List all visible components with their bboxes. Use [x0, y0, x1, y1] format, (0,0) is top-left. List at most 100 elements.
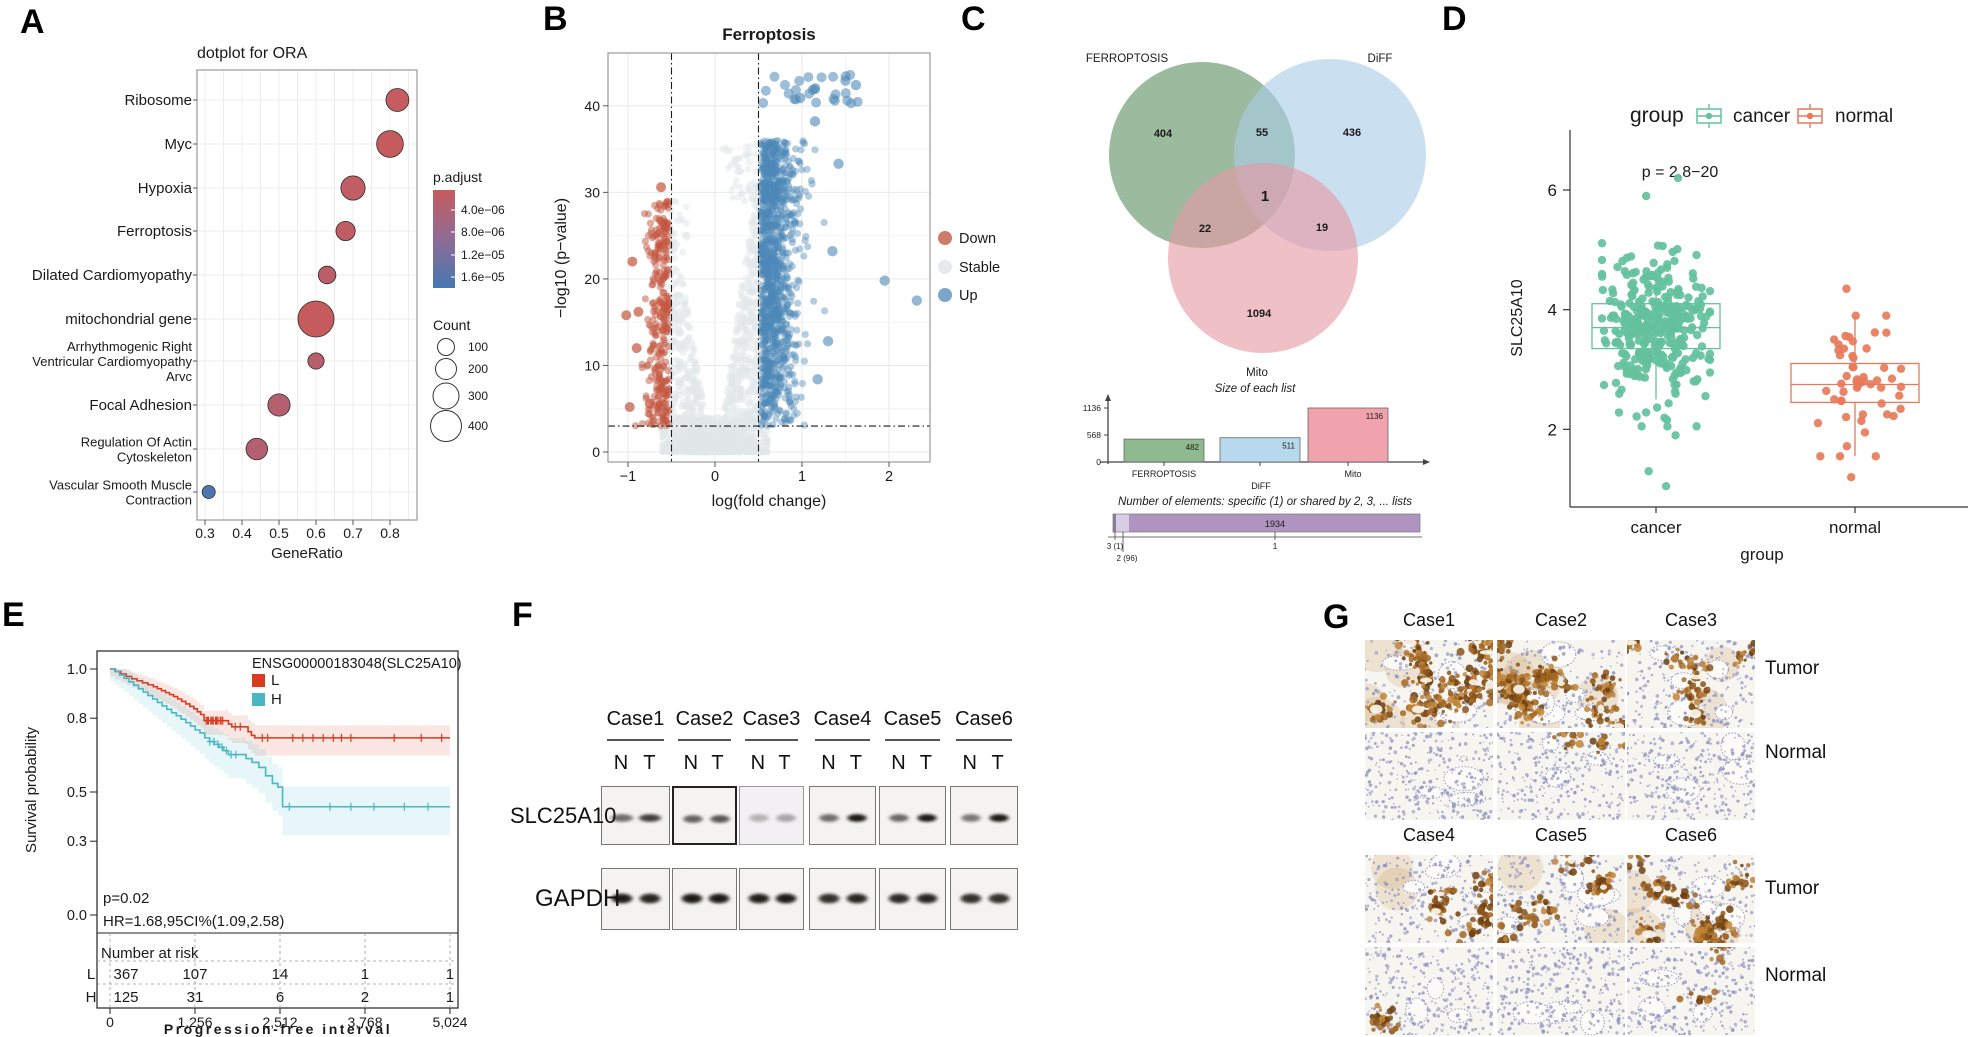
protein-band [605, 812, 639, 824]
survival-legend: ENSG00000183048(SLC25A10)LH [252, 656, 462, 708]
ihc-row-label: Normal [1765, 965, 1827, 986]
panel-letter-a: A [20, 3, 45, 41]
volcano-ylabel: −log10 (p−value) [553, 198, 570, 318]
lane-label-n: N [821, 752, 836, 774]
panel-letter-f: F [512, 596, 533, 634]
lane-label-n: N [750, 752, 766, 774]
ihc-panel: Case1 Case2 Case3 Case4 Case5 Case6 Tumor Norma… [1316, 590, 1975, 1037]
panel-letter-g: G [1323, 598, 1350, 636]
svg-text:0.8: 0.8 [67, 711, 87, 727]
svg-text:Ferroptosis: Ferroptosis [117, 223, 192, 240]
svg-text:300: 300 [468, 389, 488, 403]
volcano-xlabel: log(fold change) [712, 493, 827, 510]
venn-chart: FERROPTOSIS DiFF Mito 404 55 436 1 22 19 1094 Size… [1083, 53, 1430, 563]
blot-box [879, 786, 946, 845]
case-underline [956, 739, 1012, 741]
panel-letter-d: D [1442, 0, 1467, 38]
svg-text:10: 10 [584, 357, 600, 373]
protein-band [606, 891, 638, 906]
boxplot-chart: group cancer normal p = 2.8−20 2 4 6 SLC25A10 ca… [1509, 104, 1968, 564]
ihc-image-lightmed [1365, 947, 1493, 1035]
svg-text:482: 482 [1186, 443, 1200, 452]
svg-text:Ribosome: Ribosome [124, 92, 192, 109]
blot-box [950, 786, 1018, 845]
svg-text:22: 22 [1199, 223, 1211, 235]
risk-grid [97, 933, 458, 1008]
svg-text:1136: 1136 [1083, 403, 1102, 413]
case-title: Case2 [675, 708, 734, 730]
western-blot-panel: Case1 N T Case2 N T Case3 N T Case4 N T Case5 N T Case6… [510, 590, 1040, 1037]
list-size-barchart: Size of each list 0 568 1136 482 511 1136 FERRO… [1083, 383, 1430, 491]
ihc-row-label: Normal [1765, 742, 1827, 763]
blot-box [739, 786, 804, 845]
svg-text:19: 19 [1316, 222, 1328, 234]
svg-text:568: 568 [1087, 430, 1101, 440]
protein-band [954, 891, 987, 906]
svg-text:404: 404 [1154, 128, 1173, 140]
svg-text:55: 55 [1256, 127, 1268, 139]
svg-text:2 (96): 2 (96) [1117, 554, 1138, 563]
case-title: Case4 [813, 708, 872, 730]
svg-text:2: 2 [1548, 420, 1557, 439]
svg-text:0.6: 0.6 [306, 525, 326, 541]
ihc-case-title: Case6 [1664, 825, 1718, 845]
svg-text:0.3: 0.3 [67, 834, 87, 850]
ihc-image-light [1365, 732, 1493, 820]
case-underline [815, 739, 870, 741]
svg-text:1: 1 [798, 469, 806, 485]
blot-box [879, 868, 946, 930]
case-title: Case3 [742, 708, 801, 730]
jitter-normal [1813, 284, 1906, 482]
ihc-image-light [1627, 732, 1755, 820]
blot-box [809, 786, 876, 845]
svg-text:Focal Adhesion: Focal Adhesion [89, 397, 192, 414]
case-title: Case5 [883, 708, 942, 730]
svg-text:2: 2 [361, 989, 369, 1006]
lane-label-t: T [778, 752, 791, 774]
blot-box [739, 868, 804, 930]
lane-label-t: T [711, 752, 724, 774]
ihc-case-title: Case5 [1534, 825, 1588, 845]
count-legend-title: Count [433, 317, 470, 333]
ihc-case-title: Case3 [1664, 610, 1718, 630]
case-title: Case6 [955, 708, 1013, 730]
svg-text:1: 1 [361, 966, 369, 983]
svg-text:L: L [87, 966, 95, 983]
boxplot-ylabel: SLC25A10 [1509, 279, 1526, 356]
protein-band [742, 891, 775, 906]
ihc-image-lightmed [1497, 732, 1625, 820]
svg-text:107: 107 [182, 966, 207, 983]
svg-text:1934: 1934 [1265, 519, 1285, 529]
panel-letter-e: E [2, 596, 25, 634]
volcano-chart: 0 10 20 30 40 −1 0 1 2 Ferroptosis −log10 (p−value… [553, 25, 1000, 510]
svg-text:4: 4 [1548, 301, 1557, 320]
slc25a10-row-label: SLC25A10 [510, 803, 617, 828]
svg-text:511: 511 [1282, 442, 1295, 451]
survival-ylabel: Survival probability [23, 727, 40, 853]
case-underline [745, 739, 798, 741]
volcano-title: Ferroptosis [722, 25, 816, 44]
protein-band [675, 891, 708, 906]
lane-label-t: T [643, 752, 656, 774]
ora-xlabel: GeneRatio [271, 545, 343, 562]
list-size-title: Size of each list [1215, 383, 1296, 395]
svg-text:Mito: Mito [1344, 469, 1361, 479]
svg-text:436: 436 [1343, 127, 1361, 139]
svg-text:H: H [271, 691, 282, 708]
svg-text:mitochondrial gene: mitochondrial gene [65, 311, 192, 328]
svg-text:L: L [271, 672, 279, 689]
ora-dots [201, 88, 410, 499]
svg-text:1: 1 [1261, 188, 1269, 205]
svg-text:1: 1 [1273, 541, 1278, 551]
pvalue-text: p=0.02 [103, 890, 149, 907]
case-underline [607, 739, 664, 741]
ihc-case-title: Case1 [1402, 610, 1456, 630]
ihc-image-strong [1497, 640, 1625, 728]
svg-text:0: 0 [106, 1014, 114, 1030]
protein-band [884, 812, 915, 824]
ihc-image-med [1627, 640, 1755, 728]
protein-band [633, 812, 668, 824]
svg-text:normal: normal [1829, 518, 1881, 537]
threshold-lines [608, 53, 930, 462]
